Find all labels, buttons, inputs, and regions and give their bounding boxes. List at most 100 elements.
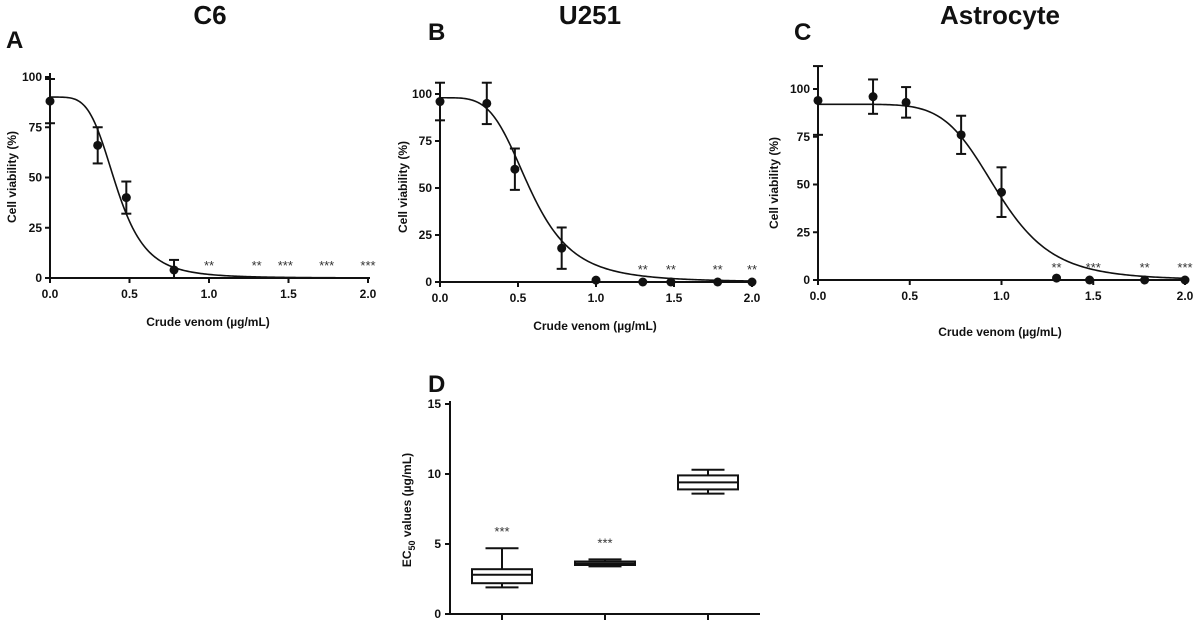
significance-marker: *** — [1086, 260, 1101, 275]
data-point — [956, 130, 966, 140]
x-tick-label: 0.5 — [121, 287, 138, 301]
y-tick-label: 10 — [428, 467, 442, 481]
ec50-box-plot: 0 5 10 15 *** *** — [428, 397, 760, 621]
x-tick-label: 2.0 — [744, 291, 761, 305]
x-axis-title: Crude venom (µg/mL) — [533, 319, 657, 333]
y-axis-title-main: EC — [400, 550, 414, 567]
data-point — [1140, 275, 1150, 285]
panel-title: C6 — [193, 0, 226, 30]
x-tick-label: 2.0 — [1177, 289, 1194, 303]
panel-b: B U251 0.0 0.5 1.0 1.5 2.0 0 25 50 75 100 ** ** ** **… — [396, 0, 761, 333]
y-axis-title: Cell viability (%) — [396, 141, 410, 233]
x-tick-label: 1.5 — [666, 291, 683, 305]
y-tick-label: 100 — [412, 87, 432, 101]
significance-marker: *** — [278, 258, 293, 273]
x-tick-label: 1.0 — [201, 287, 218, 301]
data-point — [121, 193, 131, 203]
x-tick-label: 1.0 — [588, 291, 605, 305]
panel-title: Astrocyte — [940, 0, 1060, 30]
y-tick-label: 0 — [803, 273, 810, 287]
data-point — [591, 275, 601, 285]
significance-marker: *** — [494, 524, 509, 539]
x-axis-title: Crude venom (µg/mL) — [938, 325, 1062, 339]
y-tick-label: 100 — [790, 82, 810, 96]
y-tick-label: 0 — [434, 607, 441, 621]
y-axis-title: Cell viability (%) — [5, 131, 19, 223]
y-tick-label: 100 — [22, 70, 42, 84]
x-tick-label: 0.0 — [810, 289, 827, 303]
panel-letter: C — [794, 19, 811, 46]
significance-marker: *** — [360, 258, 375, 273]
significance-marker: ** — [1140, 260, 1150, 275]
data-point — [666, 277, 676, 287]
data-point — [638, 277, 648, 287]
data-point — [868, 92, 878, 102]
panel-letter: B — [428, 19, 445, 46]
data-point — [1052, 273, 1062, 283]
data-point — [747, 277, 757, 287]
x-tick-label: 2.0 — [360, 287, 377, 301]
y-tick-label: 50 — [797, 178, 811, 192]
dose-response-plot-u251: 0.0 0.5 1.0 1.5 2.0 0 25 50 75 100 ** ** ** ** — [412, 81, 761, 305]
data-point — [93, 140, 103, 150]
data-point — [997, 187, 1006, 197]
x-tick-label: 1.0 — [993, 289, 1010, 303]
significance-marker: ** — [204, 258, 214, 273]
significance-marker: ** — [1051, 260, 1061, 275]
significance-marker: *** — [1177, 260, 1192, 275]
box — [471, 568, 533, 585]
significance-marker: ** — [638, 262, 648, 277]
panel-d: D 0 5 10 15 *** *** EC50 values (µg/mL) — [400, 371, 760, 621]
significance-marker: *** — [597, 535, 612, 550]
y-axis-title-subscript: 50 — [407, 540, 417, 550]
x-tick-label: 0.5 — [510, 291, 527, 305]
data-point — [169, 265, 179, 275]
significance-marker: ** — [713, 262, 723, 277]
y-tick-label: 25 — [29, 221, 43, 235]
panel-letter: D — [428, 371, 445, 398]
panel-title: U251 — [559, 0, 621, 30]
fit-curve — [50, 96, 368, 279]
panel-letter: A — [6, 27, 23, 54]
data-point — [45, 96, 55, 106]
x-tick-label: 1.5 — [280, 287, 297, 301]
y-tick-label: 5 — [434, 537, 441, 551]
y-tick-label: 0 — [35, 271, 42, 285]
data-point — [435, 97, 445, 107]
x-tick-label: 0.5 — [901, 289, 918, 303]
data-point — [482, 98, 492, 108]
data-point — [557, 243, 567, 253]
significance-marker: ** — [747, 262, 757, 277]
data-point — [1085, 275, 1095, 285]
y-tick-label: 50 — [29, 171, 43, 185]
y-tick-label: 15 — [428, 397, 442, 411]
x-tick-label: 1.5 — [1085, 289, 1102, 303]
x-tick-label: 0.0 — [42, 287, 59, 301]
y-axis-title: Cell viability (%) — [767, 137, 781, 229]
y-tick-label: 50 — [419, 181, 433, 195]
y-tick-label: 0 — [425, 275, 432, 289]
data-point — [713, 277, 723, 287]
y-tick-label: 25 — [797, 225, 811, 239]
y-axis-title-rest: values (µg/mL) — [400, 453, 414, 541]
y-tick-label: 75 — [797, 130, 811, 144]
y-tick-label: 75 — [29, 120, 43, 134]
y-tick-label: 25 — [419, 228, 433, 242]
y-axis-title: EC50 values (µg/mL) — [400, 453, 417, 567]
x-tick-label: 0.0 — [432, 291, 449, 305]
x-axis-title: Crude venom (µg/mL) — [146, 315, 270, 329]
data-point — [813, 95, 823, 105]
significance-marker: ** — [252, 258, 262, 273]
data-point — [901, 97, 911, 107]
fit-curve — [440, 96, 753, 282]
data-point — [1180, 275, 1190, 285]
significance-marker: *** — [319, 258, 334, 273]
data-point — [510, 164, 520, 174]
y-tick-label: 75 — [419, 134, 433, 148]
significance-marker: ** — [666, 262, 676, 277]
